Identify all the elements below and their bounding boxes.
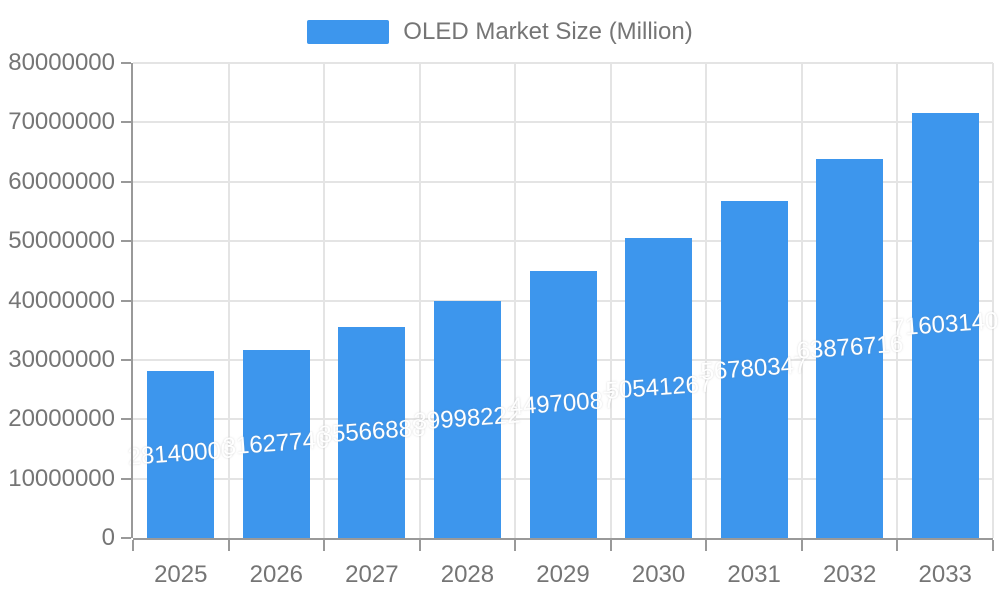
x-axis-tick [992, 540, 994, 551]
bar[interactable]: 50541267 [604, 237, 713, 538]
x-axis-tick [132, 540, 134, 551]
bar-value-label: 44970087 [508, 386, 618, 422]
y-axis-tick [121, 121, 131, 124]
legend-swatch[interactable] [307, 20, 390, 44]
chart-legend[interactable]: OLED Market Size (Million) [0, 18, 1000, 46]
v-gridline [514, 63, 517, 538]
bar[interactable]: 39998222 [413, 300, 522, 538]
legend-label: OLED Market Size (Million) [403, 18, 693, 45]
x-tick-label: 2030 [631, 561, 686, 588]
h-gridline [133, 180, 993, 183]
h-gridline [133, 121, 993, 124]
x-axis [133, 538, 993, 540]
bar-value-label: 28140000 [126, 436, 235, 472]
h-gridline [133, 240, 993, 243]
x-axis-tick [896, 540, 899, 551]
x-tick-label: 2032 [822, 561, 877, 588]
bar[interactable]: 56780347 [700, 200, 808, 538]
y-axis-tick [121, 180, 131, 183]
y-tick-label: 40000000 [8, 286, 115, 314]
x-axis-tick [514, 540, 517, 551]
v-gridline [227, 63, 230, 538]
y-axis-tick [121, 358, 131, 361]
bar-value-label: 56780347 [699, 351, 809, 387]
v-gridline [992, 63, 994, 538]
y-axis-tick [121, 240, 131, 243]
bar[interactable]: 44970087 [509, 270, 617, 538]
bar[interactable]: 31627740 [222, 350, 330, 538]
x-axis-tick [323, 540, 326, 551]
bar[interactable]: 71603140 [891, 112, 999, 538]
y-tick-label: 50000000 [8, 227, 115, 255]
v-gridline [705, 63, 708, 538]
y-axis-tick [121, 418, 131, 421]
y-tick-label: 20000000 [8, 405, 115, 433]
h-gridline [133, 62, 993, 64]
x-axis-tick [609, 540, 612, 551]
y-axis-tick [121, 477, 131, 480]
y-tick-label: 30000000 [8, 345, 115, 373]
y-axis-tick [121, 299, 131, 302]
y-tick-label: 10000000 [8, 464, 115, 492]
bar-value-label: 31627740 [222, 426, 331, 461]
bar-value-label: 50541267 [604, 370, 713, 405]
v-gridline [609, 63, 612, 538]
v-gridline [896, 63, 899, 538]
x-axis-tick [227, 540, 230, 551]
x-axis-tick [705, 540, 708, 551]
x-axis-tick [418, 540, 421, 551]
y-axis [131, 63, 133, 538]
v-gridline [323, 63, 326, 538]
bar-value-label: 71603140 [890, 307, 1000, 343]
x-tick-label: 2028 [440, 561, 495, 588]
y-tick-label: 70000000 [8, 108, 115, 136]
y-tick-label: 60000000 [8, 167, 115, 195]
v-gridline [800, 63, 803, 538]
bar[interactable]: 35566888 [318, 326, 426, 538]
x-axis-tick [800, 540, 803, 551]
x-tick-label: 2033 [918, 561, 972, 588]
x-tick-label: 2031 [727, 561, 781, 588]
v-gridline [418, 63, 421, 538]
x-tick-label: 2029 [536, 561, 590, 588]
y-tick-label: 80000000 [8, 49, 115, 76]
bar[interactable]: 63876716 [795, 158, 904, 538]
bar[interactable]: 28140000 [127, 370, 235, 538]
x-tick-label: 2027 [345, 561, 399, 588]
y-tick-label: 0 [101, 524, 115, 551]
y-axis-tick [121, 62, 131, 64]
x-tick-label: 2025 [154, 561, 208, 588]
x-tick-label: 2026 [249, 561, 304, 588]
y-axis-tick [121, 537, 131, 539]
